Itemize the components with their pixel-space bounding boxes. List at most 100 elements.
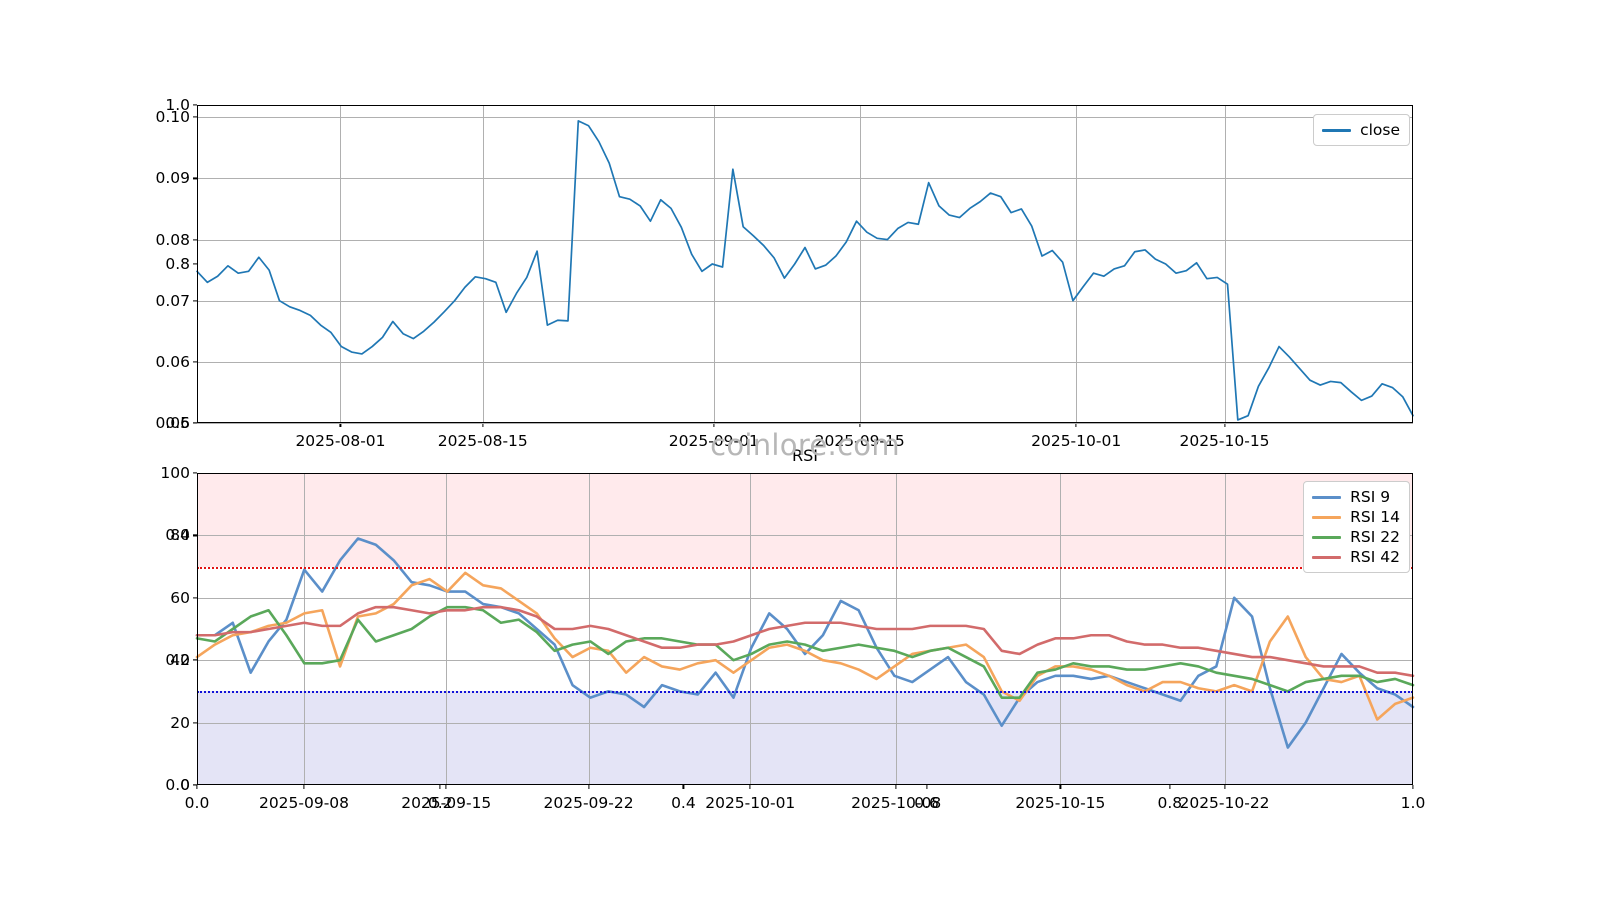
legend-color-swatch: [1312, 515, 1342, 519]
rsi-legend[interactable]: RSI 9 RSI 14 RSI 22 RSI 42: [1303, 481, 1410, 573]
rsi-y-tick-label: 20: [170, 713, 190, 732]
gridline: [1076, 105, 1078, 423]
x-tick-mark-alt: [196, 785, 198, 789]
gridline: [197, 361, 1413, 363]
x-tick-mark: [749, 785, 751, 789]
rsi-overbought-threshold-line: [197, 566, 1413, 569]
gridline: [197, 239, 1413, 241]
y-tick-mark-alt: [193, 422, 197, 424]
x-tick-mark: [303, 785, 305, 789]
x-tick-mark: [1223, 785, 1226, 789]
legend-color-swatch: [1312, 495, 1342, 499]
rsi-oversold-threshold-line: [197, 691, 1413, 694]
y-tick-mark: [193, 472, 197, 474]
price-y-tick-label: 0.05: [155, 414, 190, 432]
x-tick-mark: [339, 423, 342, 427]
price-y-tick-label: 0.06: [155, 352, 190, 371]
price-legend[interactable]: close: [1313, 114, 1410, 146]
x-tick-mark: [587, 785, 590, 789]
rsi-y-tick-label-alt: 0.0: [165, 776, 190, 794]
legend-label: RSI 42: [1350, 548, 1400, 566]
legend-label: RSI 14: [1350, 508, 1400, 526]
rsi-y-tick-label-alt: 0.2: [165, 651, 190, 670]
x-tick-mark-alt: [682, 785, 684, 789]
y-tick-mark-alt: [193, 659, 197, 661]
gridline: [340, 105, 342, 423]
x-tick-mark-alt: [1169, 785, 1171, 789]
legend-color-swatch: [1312, 535, 1342, 539]
price-x-tick-label: 2025-09-01: [668, 432, 759, 450]
legend-color-swatch: [1322, 128, 1352, 132]
x-tick-mark-alt: [1412, 785, 1414, 789]
price-plot-background: [197, 105, 1413, 423]
gridline: [197, 117, 1413, 119]
price-y-tick-label-alt: 0.6: [165, 414, 190, 432]
price-series-plot: [197, 105, 1413, 423]
price-y-tick-label: 0.08: [155, 230, 190, 249]
gridline: [1224, 105, 1226, 423]
rsi-x-tick-label: 2025-10-15: [1015, 794, 1106, 812]
rsi-x-tick-label-alt: 0.4: [671, 794, 696, 812]
price-y-tick-label-alt: 1.0: [165, 96, 190, 114]
y-tick-mark-alt: [193, 534, 197, 536]
rsi-x-tick-label: 2025-09-15: [401, 794, 492, 812]
price-x-tick-label: 2025-10-15: [1179, 432, 1270, 450]
gridline: [446, 473, 448, 785]
gridline: [197, 423, 1413, 424]
legend-item-rsi-14[interactable]: RSI 14: [1312, 507, 1400, 527]
x-tick-mark: [482, 423, 484, 427]
gridline: [197, 300, 1413, 302]
rsi-y-tick-label: 60: [170, 588, 190, 607]
y-tick-mark-alt: [193, 784, 197, 786]
rsi-y-tick-label: 40: [170, 651, 190, 670]
x-tick-mark-alt: [439, 785, 441, 789]
rsi-x-tick-label: 2025-10-22: [1179, 794, 1270, 812]
rsi-y-tick-label-alt: 0.4: [165, 526, 190, 545]
gridline: [859, 105, 861, 423]
gridline: [197, 178, 1413, 180]
rsi-series-plot: [197, 473, 1413, 785]
x-tick-mark: [895, 785, 897, 789]
rsi-x-tick-label-alt: 0.6: [914, 794, 939, 812]
price-x-tick-label: 2025-09-15: [814, 432, 905, 450]
rsi-y-tick-label: 100: [160, 464, 190, 482]
x-tick-mark-alt: [926, 785, 928, 789]
y-tick-mark: [193, 361, 197, 363]
rsi-oversold-zone: [197, 691, 1413, 785]
price-y-tick-label-alt: 0.8: [165, 255, 190, 273]
price-y-tick-label: 0.09: [155, 169, 190, 188]
x-tick-mark: [1075, 423, 1077, 427]
x-tick-mark: [713, 423, 715, 427]
legend-item-rsi-22[interactable]: RSI 22: [1312, 527, 1400, 547]
gridline: [482, 105, 484, 423]
y-tick-mark: [193, 177, 197, 179]
rsi-y-tick-label: 80: [170, 526, 190, 545]
price-y-tick-label: 0.07: [155, 291, 190, 310]
legend-item-rsi-42[interactable]: RSI 42: [1312, 547, 1400, 567]
watermark-text: coinlore.com: [710, 428, 900, 462]
gridline: [197, 597, 1413, 599]
rsi-overbought-zone: [197, 473, 1413, 567]
y-tick-mark: [193, 300, 197, 302]
x-tick-mark: [1223, 423, 1226, 427]
x-tick-mark: [445, 785, 447, 789]
y-tick-mark-alt: [193, 104, 197, 106]
legend-color-swatch: [1312, 555, 1342, 559]
price-chart-panel: 0.05 0.06 0.07 0.08 0.09 0.10 0.6 0.8 1.0 2025-0…: [155, 96, 1413, 450]
y-tick-mark: [193, 238, 197, 241]
rsi-x-tick-label-alt: 1.0: [1400, 794, 1426, 812]
gridline: [1060, 473, 1062, 785]
x-tick-mark: [1059, 785, 1061, 789]
gridline: [588, 473, 590, 785]
legend-label: RSI 9: [1350, 488, 1391, 506]
gridline: [304, 473, 305, 785]
rsi-y-tick-label: 0: [180, 776, 190, 794]
rsi-x-tick-label-alt: 0.0: [184, 794, 210, 812]
price-y-tick-label: 0.10: [155, 108, 190, 127]
legend-item-rsi-9[interactable]: RSI 9: [1312, 487, 1400, 507]
gridline: [197, 535, 1413, 537]
legend-item-close[interactable]: close: [1322, 120, 1400, 140]
x-tick-mark: [859, 423, 861, 427]
rsi-x-tick-label: 2025-09-08: [258, 794, 350, 812]
legend-label: RSI 22: [1350, 528, 1400, 546]
